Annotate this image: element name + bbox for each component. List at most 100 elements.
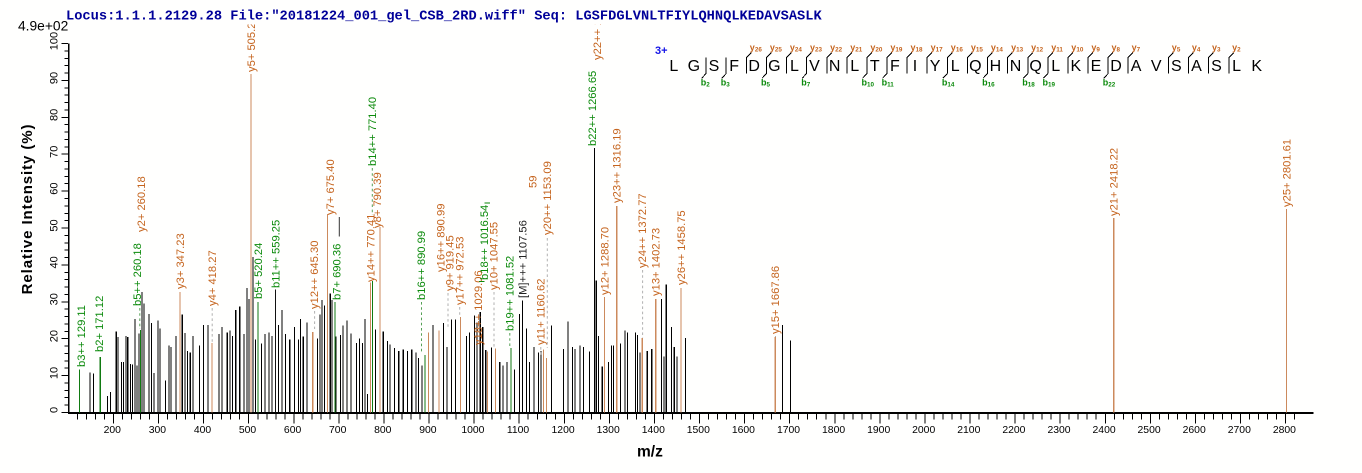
svg-text:b11: b11: [882, 78, 895, 89]
svg-text:y12++ 645.30: y12++ 645.30: [309, 241, 321, 309]
svg-text:b18: b18: [1022, 78, 1035, 89]
svg-text:40: 40: [49, 256, 61, 268]
svg-text:y23: y23: [810, 43, 823, 54]
svg-text:b22: b22: [1103, 78, 1116, 89]
svg-text:y14++ 770.41: y14++ 770.41: [365, 214, 377, 282]
svg-text:y11+ 1160.62: y11+ 1160.62: [535, 279, 547, 345]
svg-text:b10: b10: [862, 78, 875, 89]
svg-text:y20: y20: [870, 43, 883, 54]
svg-text:b5: b5: [761, 78, 771, 89]
svg-text:E: E: [1091, 58, 1102, 75]
svg-text:I: I: [913, 58, 917, 75]
svg-text:y15+ 1667.86: y15+ 1667.86: [770, 266, 782, 334]
svg-text:4.9e+02: 4.9e+02: [18, 19, 68, 34]
svg-text:y4+ 418.27: y4+ 418.27: [207, 250, 219, 306]
svg-text:b18++ 1016.54: b18++ 1016.54: [479, 205, 491, 280]
svg-text:L: L: [1051, 58, 1060, 75]
svg-text:y17++ 972.53: y17++ 972.53: [454, 237, 466, 305]
svg-text:F: F: [729, 58, 739, 75]
svg-text:b19++ 1081.52: b19++ 1081.52: [504, 256, 516, 331]
svg-text:Q: Q: [969, 58, 981, 75]
svg-text:b7: b7: [801, 78, 811, 89]
svg-text:y24++ 1372.77: y24++ 1372.77: [637, 193, 649, 268]
svg-text:L: L: [1232, 58, 1241, 75]
svg-text:S: S: [1171, 58, 1182, 75]
svg-text:1900: 1900: [867, 425, 890, 436]
svg-text:N: N: [1010, 58, 1022, 75]
svg-text:2800: 2800: [1273, 425, 1296, 436]
svg-text:1800: 1800: [822, 425, 845, 436]
svg-text:D: D: [748, 58, 760, 75]
svg-text:y17: y17: [931, 43, 944, 54]
svg-text:b14: b14: [942, 78, 955, 89]
svg-text:y20++ 1153.09: y20++ 1153.09: [542, 161, 554, 235]
svg-text:600: 600: [284, 425, 302, 436]
svg-text:y19: y19: [890, 43, 903, 54]
svg-text:y25+ 2801.61: y25+ 2801.61: [1281, 139, 1293, 207]
svg-text:m/z: m/z: [637, 444, 663, 461]
svg-text:L: L: [951, 58, 960, 75]
svg-text:1500: 1500: [687, 425, 710, 436]
svg-text:30: 30: [49, 293, 61, 305]
svg-text:59: 59: [528, 176, 540, 188]
svg-text:2200: 2200: [1002, 425, 1025, 436]
svg-text:1300: 1300: [597, 425, 620, 436]
svg-text:b16++ 890.99: b16++ 890.99: [416, 231, 428, 300]
svg-text:y13: y13: [1011, 43, 1024, 54]
svg-text:50: 50: [49, 219, 61, 231]
svg-text:y12: y12: [1031, 43, 1044, 54]
svg-text:y11: y11: [1051, 43, 1063, 54]
svg-text:K: K: [1070, 58, 1081, 75]
svg-text:2000: 2000: [912, 425, 935, 436]
svg-text:y13+ 1402.73: y13+ 1402.73: [651, 228, 663, 296]
svg-text:y25: y25: [770, 43, 783, 54]
svg-text:3+: 3+: [655, 45, 668, 57]
svg-text:S: S: [1211, 58, 1222, 75]
svg-text:D: D: [1110, 58, 1122, 75]
svg-text:y3+ 347.23: y3+ 347.23: [175, 233, 187, 289]
svg-text:y23++ 1316.19: y23++ 1316.19: [612, 128, 624, 203]
svg-text:1700: 1700: [777, 425, 800, 436]
svg-text:y18++ 1029.06: y18++ 1029.06: [473, 270, 485, 345]
svg-text:Relative Intensity (%): Relative Intensity (%): [19, 124, 36, 295]
svg-text:y16: y16: [951, 43, 964, 54]
svg-text:y22++ 1273.17: y22++ 1273.17: [592, 0, 604, 60]
svg-text:y9: y9: [1091, 43, 1100, 54]
svg-text:y22: y22: [830, 43, 843, 54]
svg-text:y5+ 505.29: y5+ 505.29: [246, 16, 258, 72]
svg-text:H: H: [990, 58, 1002, 75]
svg-text:y26: y26: [750, 43, 763, 54]
svg-text:b5++ 260.18: b5++ 260.18: [132, 243, 144, 306]
svg-text:b3: b3: [721, 78, 731, 89]
svg-text:y24: y24: [790, 43, 803, 54]
svg-text:Locus:1.1.1.2129.28 File:"2018: Locus:1.1.1.2129.28 File:"20181224_001_g…: [66, 10, 822, 25]
svg-text:y3: y3: [1212, 43, 1221, 54]
svg-text:90: 90: [49, 72, 61, 84]
svg-text:y2+ 260.18: y2+ 260.18: [136, 176, 148, 232]
svg-text:L: L: [790, 58, 799, 75]
svg-text:A: A: [1131, 58, 1142, 75]
svg-text:100: 100: [49, 32, 61, 50]
svg-text:2500: 2500: [1138, 425, 1161, 436]
svg-text:y12+ 1288.70: y12+ 1288.70: [599, 227, 611, 295]
svg-text:y4: y4: [1192, 43, 1201, 54]
svg-text:y21+ 2418.22: y21+ 2418.22: [1109, 148, 1121, 216]
svg-text:y10: y10: [1071, 43, 1084, 54]
svg-text:1600: 1600: [732, 425, 755, 436]
svg-text:b3++ 129.11: b3++ 129.11: [76, 305, 88, 367]
svg-text:1400: 1400: [642, 425, 665, 436]
svg-text:b2: b2: [701, 78, 711, 89]
svg-text:b5+ 520.24: b5+ 520.24: [253, 243, 265, 299]
svg-text:700: 700: [329, 425, 347, 436]
svg-text:G: G: [688, 58, 700, 75]
svg-text:y2: y2: [1232, 43, 1241, 54]
svg-text:70: 70: [49, 146, 61, 158]
svg-text:2600: 2600: [1183, 425, 1206, 436]
svg-text:200: 200: [104, 425, 122, 436]
svg-text:800: 800: [374, 425, 392, 436]
svg-text:b7+ 690.36: b7+ 690.36: [331, 244, 343, 300]
svg-text:V: V: [1151, 58, 1162, 75]
svg-text:G: G: [768, 58, 780, 75]
svg-text:y5: y5: [1172, 43, 1181, 54]
svg-text:900: 900: [419, 425, 437, 436]
